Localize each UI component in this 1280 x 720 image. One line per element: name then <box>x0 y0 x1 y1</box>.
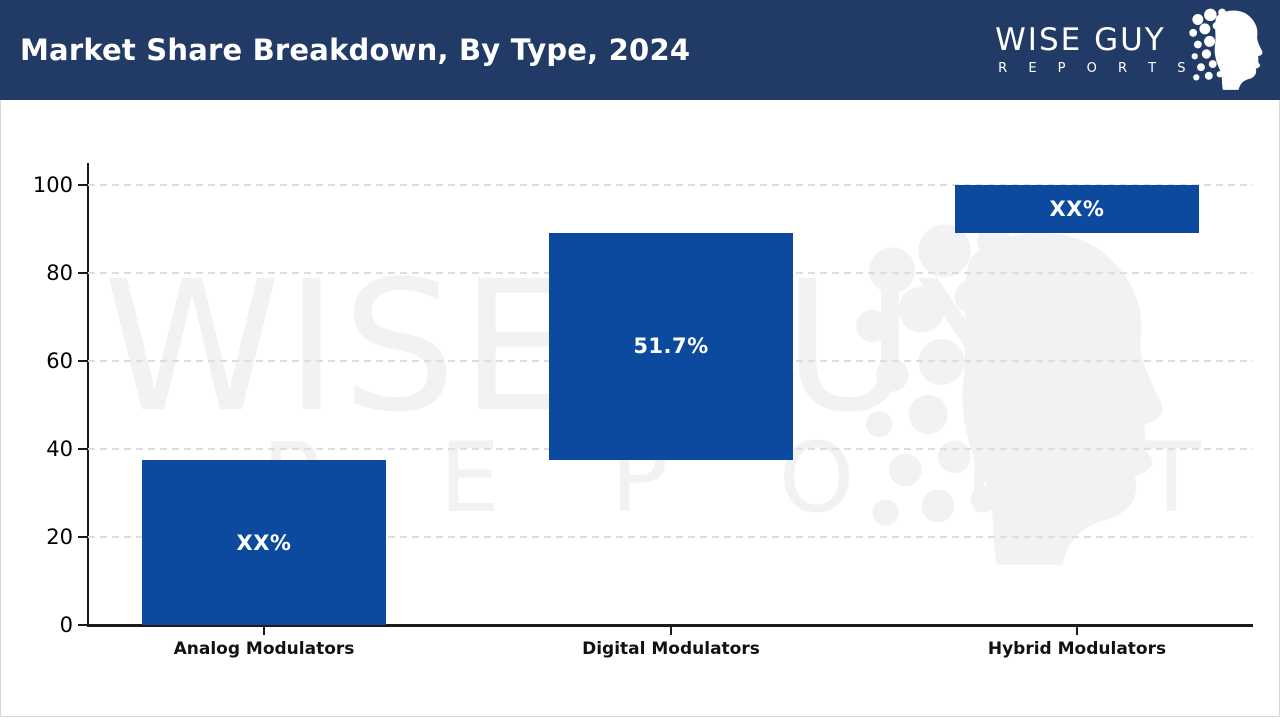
bar-value-label: 51.7% <box>633 334 709 359</box>
bar-hybrid-modulators: XX% <box>955 185 1199 233</box>
x-category-label: Digital Modulators <box>582 639 760 659</box>
y-tick-label: 60 <box>46 349 73 373</box>
x-tick-mark <box>670 626 672 635</box>
y-tick-mark <box>78 624 87 626</box>
page-border-bottom <box>0 716 1280 717</box>
y-axis-spine <box>87 163 89 627</box>
page-title: Market Share Breakdown, By Type, 2024 <box>20 33 691 67</box>
gridline-y20 <box>88 536 1253 538</box>
bar-value-label: XX% <box>236 530 292 555</box>
brand-wordmark-block: WISE GUY R E P O R T S <box>995 22 1194 76</box>
y-tick-label: 100 <box>32 173 73 197</box>
x-axis-line <box>88 624 1253 627</box>
page-border-left <box>0 100 1 717</box>
y-tick-mark <box>78 448 87 450</box>
y-tick-label: 40 <box>46 437 73 461</box>
x-tick-mark <box>1076 626 1078 635</box>
bar-analog-modulators: XX% <box>142 460 386 625</box>
y-tick-mark <box>78 272 87 274</box>
wise-guy-head-icon <box>1189 8 1263 90</box>
y-tick-label: 80 <box>46 261 73 285</box>
y-tick-label: 20 <box>46 525 73 549</box>
brand-wordmark: WISE GUY <box>995 22 1166 58</box>
header: Market Share Breakdown, By Type, 2024 WI… <box>0 0 1280 100</box>
x-tick-mark <box>263 626 265 635</box>
brand-logo: WISE GUY R E P O R T S <box>995 7 1272 93</box>
gridline-y100 <box>88 184 1253 186</box>
bar-digital-modulators: 51.7% <box>549 232 793 460</box>
x-category-label: Hybrid Modulators <box>987 639 1167 659</box>
y-tick-mark <box>78 536 87 538</box>
y-tick-label: 0 <box>59 613 73 637</box>
y-tick-mark <box>78 184 87 186</box>
bar-value-label: XX% <box>1049 196 1105 221</box>
x-category-label: Analog Modulators <box>173 639 355 659</box>
y-tick-mark <box>78 360 87 362</box>
brand-subtext: R E P O R T S <box>998 61 1194 76</box>
